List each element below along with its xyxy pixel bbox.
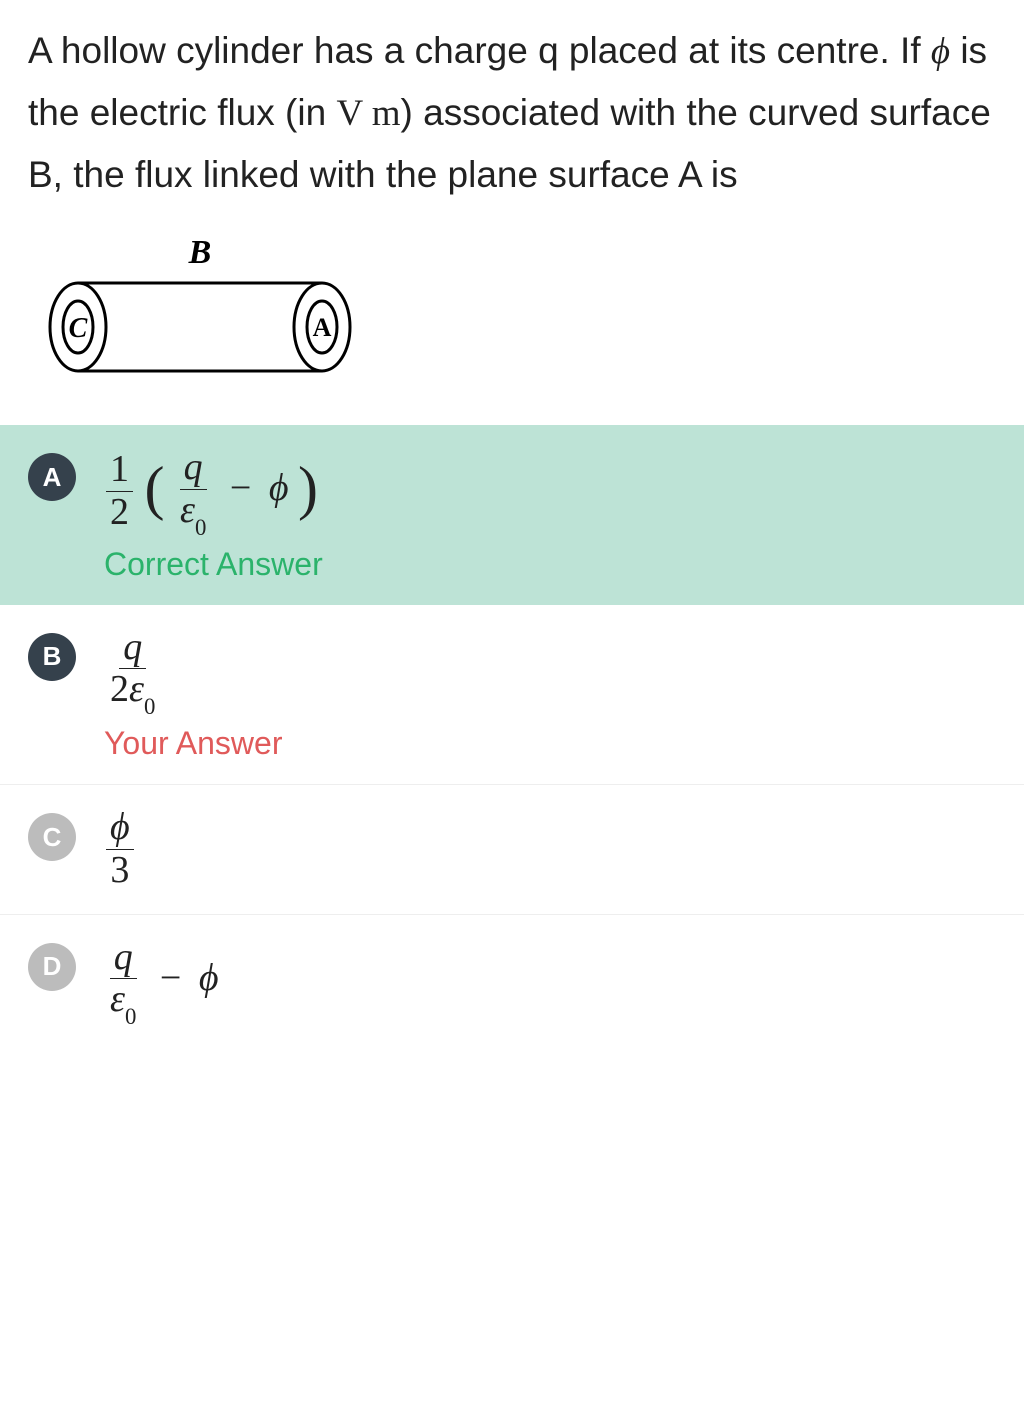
opt-a-phi: ϕ xyxy=(269,467,289,509)
opt-b-den-lead: 2 xyxy=(110,668,129,710)
option-c-row[interactable]: C ϕ 3 xyxy=(0,785,1024,915)
diagram-label-a: A xyxy=(313,313,332,342)
opt-d-phi: ϕ xyxy=(199,957,219,999)
opt-a-inner-den-sym: ε xyxy=(180,489,195,531)
correct-answer-label: Correct Answer xyxy=(104,546,323,583)
option-c-badge: C xyxy=(28,813,76,861)
opt-b-den-sym: ε xyxy=(129,668,144,710)
cylinder-svg: B C A xyxy=(40,235,370,395)
diagram-label-c: C xyxy=(69,313,88,344)
option-a-content: 1 2 ( q ε0 − ϕ ) Correct Answer xyxy=(104,447,323,582)
option-a-badge: A xyxy=(28,453,76,501)
opt-b-num: q xyxy=(119,627,146,670)
cylinder-diagram: B C A xyxy=(0,215,1024,425)
opt-d-den-sub: 0 xyxy=(125,1004,136,1029)
opt-d-minus: − xyxy=(160,957,181,999)
opt-a-lead-num: 1 xyxy=(106,449,133,492)
unit-text: V m xyxy=(336,93,400,134)
question-text: A hollow cylinder has a charge q placed … xyxy=(0,0,1024,215)
option-a-formula: 1 2 ( q ε0 − ϕ ) xyxy=(104,447,323,535)
opt-a-lparen: ( xyxy=(145,455,165,521)
option-d-badge: D xyxy=(28,943,76,991)
option-b-content: q 2ε0 Your Answer xyxy=(104,627,282,762)
opt-d-den-sym: ε xyxy=(110,978,125,1020)
option-c-content: ϕ 3 xyxy=(104,807,136,892)
diagram-label-b: B xyxy=(188,235,212,271)
opt-a-lead-den: 2 xyxy=(106,492,133,534)
opt-a-minus: − xyxy=(230,467,251,509)
opt-a-rparen: ) xyxy=(298,455,318,521)
your-answer-label: Your Answer xyxy=(104,725,282,762)
opt-a-inner-num: q xyxy=(180,447,207,490)
option-d-formula: q ε0 − ϕ xyxy=(104,937,219,1025)
option-c-formula: ϕ 3 xyxy=(104,807,136,892)
opt-c-den: 3 xyxy=(106,850,133,892)
opt-b-den-sub: 0 xyxy=(144,694,155,719)
option-b-badge: B xyxy=(28,633,76,681)
phi-symbol: ϕ xyxy=(931,31,950,72)
opt-d-num: q xyxy=(110,937,137,980)
option-b-formula: q 2ε0 xyxy=(104,627,282,715)
option-b-row[interactable]: B q 2ε0 Your Answer xyxy=(0,605,1024,785)
opt-a-inner-den-sub: 0 xyxy=(195,515,206,540)
question-part-1: A hollow cylinder has a charge q placed … xyxy=(28,30,931,71)
opt-c-num: ϕ xyxy=(106,807,134,850)
option-d-row[interactable]: D q ε0 − ϕ xyxy=(0,915,1024,1047)
question-container: A hollow cylinder has a charge q placed … xyxy=(0,0,1024,1047)
option-d-content: q ε0 − ϕ xyxy=(104,937,219,1025)
option-a-row[interactable]: A 1 2 ( q ε0 − ϕ ) Correct Answer xyxy=(0,425,1024,604)
